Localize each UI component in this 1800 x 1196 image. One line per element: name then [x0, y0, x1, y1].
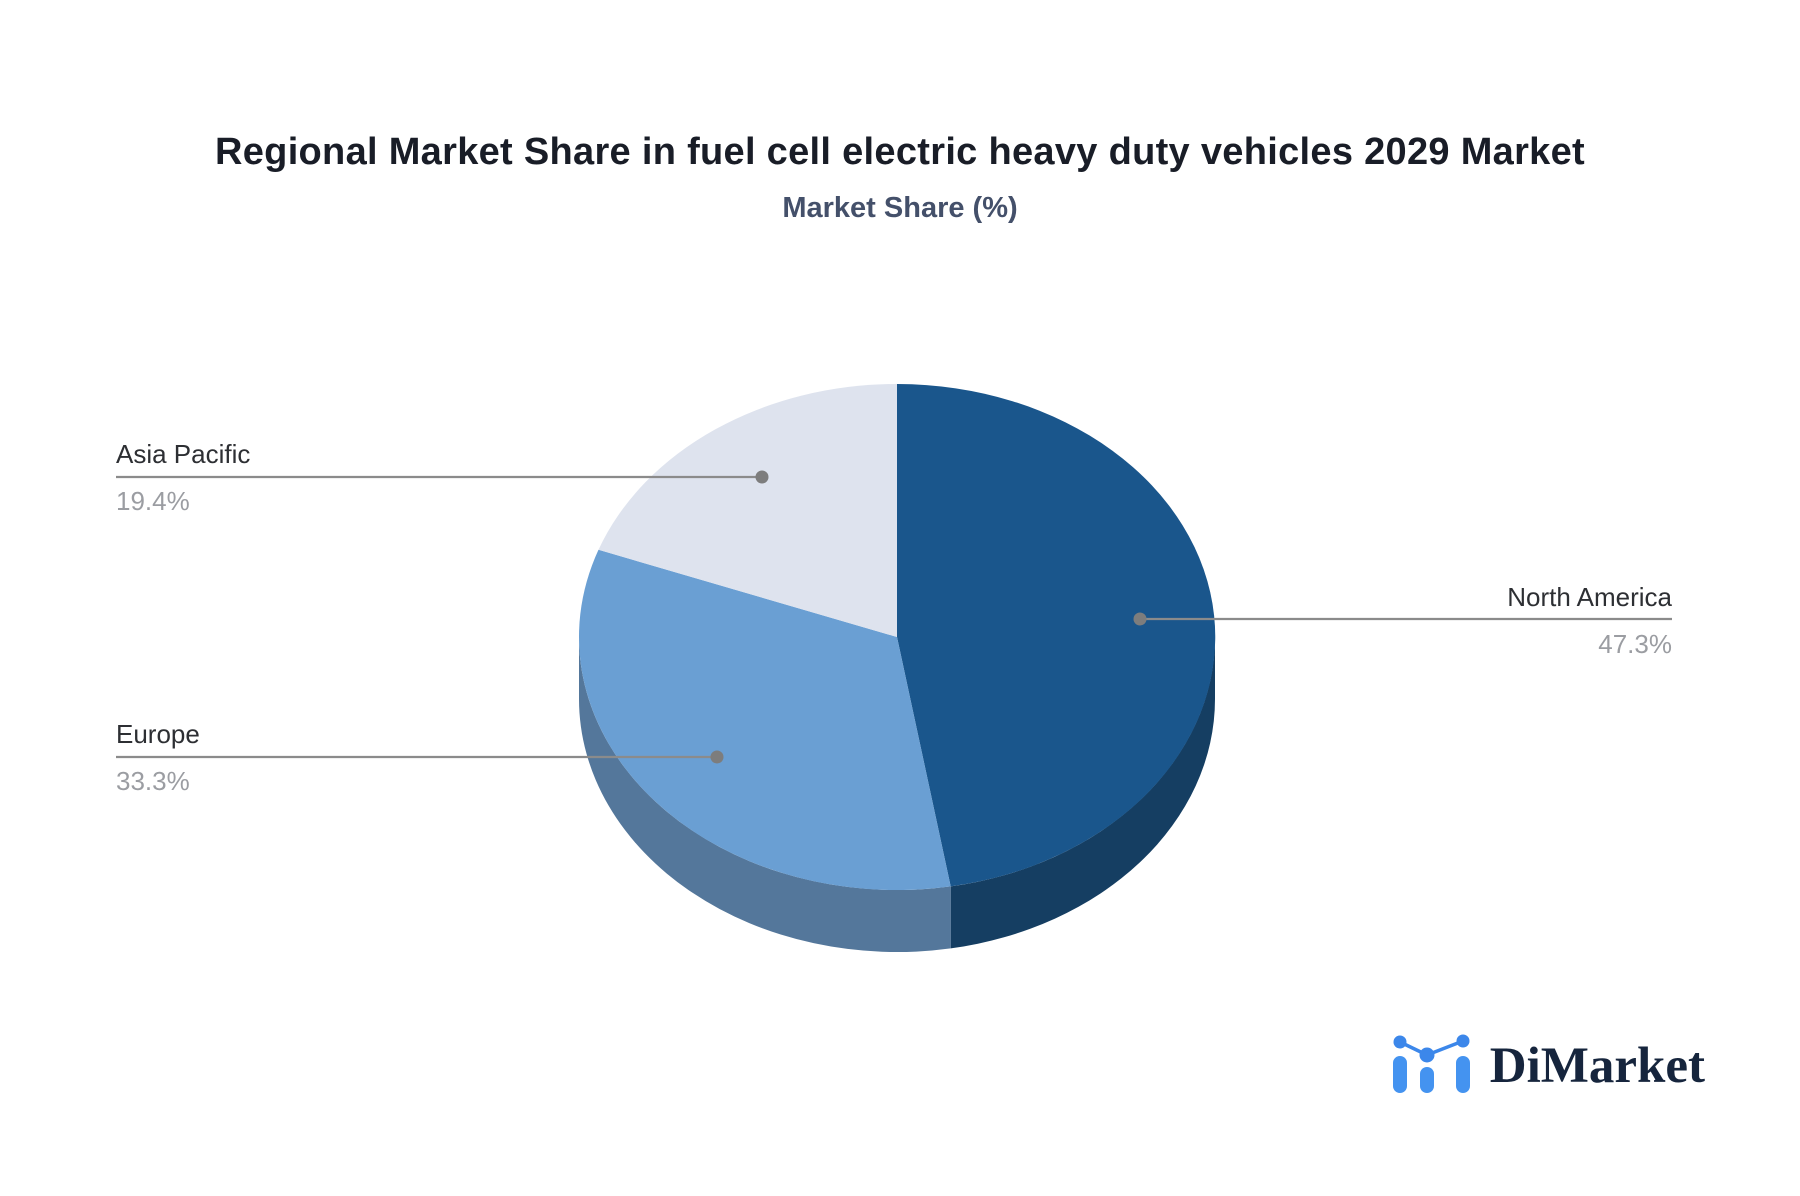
slice-label-europe: Europe: [116, 719, 200, 749]
slice-value-north-america: 47.3%: [1598, 629, 1672, 659]
chart-subtitle: Market Share (%): [782, 192, 1018, 224]
pie-slice-asia-pacific[interactable]: [598, 384, 898, 637]
pie-slice-north-america[interactable]: [897, 383, 1216, 887]
slice-label-asia-pacific: Asia Pacific: [116, 439, 251, 469]
leader-lines: [116, 470, 1672, 764]
pie-slice-side-europe[interactable]: [579, 637, 951, 953]
slice-value-asia-pacific: 19.4%: [116, 486, 190, 516]
chart-title: Regional Market Share in fuel cell elect…: [215, 131, 1585, 173]
leader-dot-north-america: [1133, 612, 1147, 626]
slice-value-europe: 33.3%: [116, 766, 190, 796]
logo-text: DiMarket: [1489, 1038, 1705, 1094]
pie-slice-europe[interactable]: [578, 549, 951, 891]
pie-slices: [578, 383, 1216, 953]
leader-dot-asia-pacific: [755, 470, 769, 484]
slice-label-north-america: North America: [1507, 582, 1672, 612]
bar-line-chart-icon: [1392, 1034, 1470, 1093]
leader-dot-europe: [710, 750, 724, 764]
dimarket-logo: DiMarket: [1392, 1034, 1705, 1094]
pie-slice-side-north-america[interactable]: [950, 637, 1215, 949]
